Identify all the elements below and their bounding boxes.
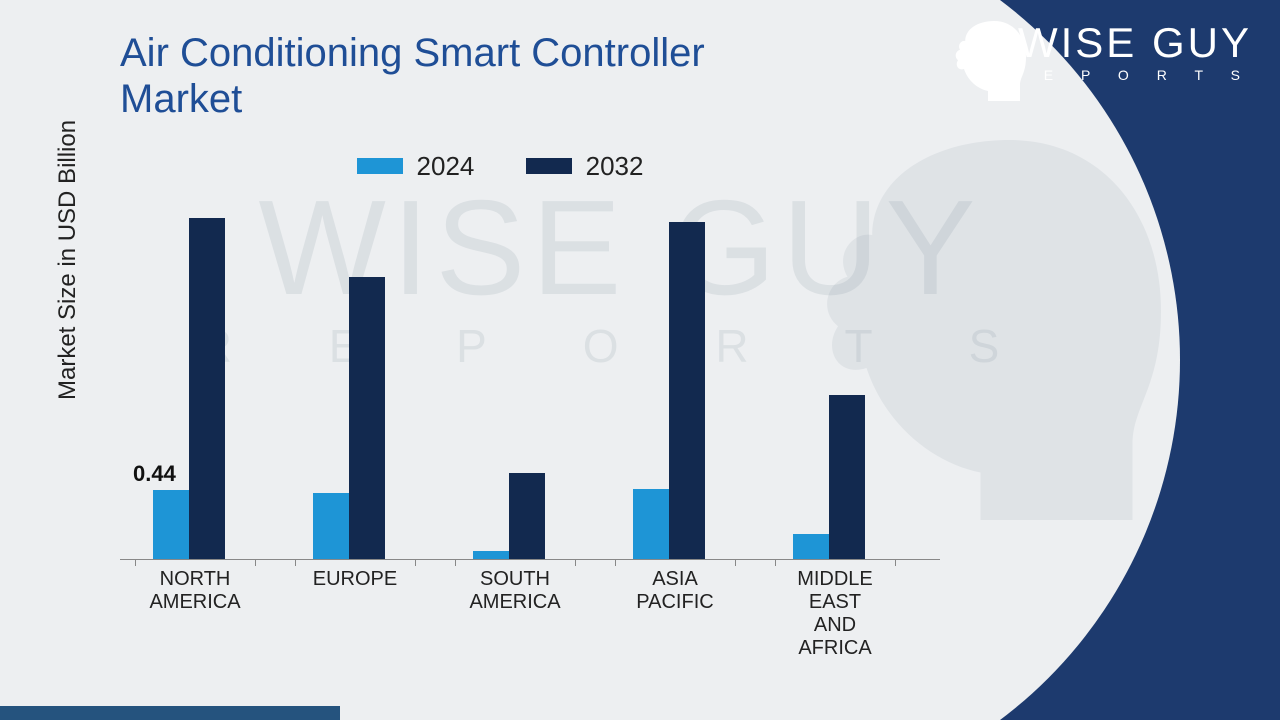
category-label: SOUTHAMERICA (435, 568, 595, 614)
chart-title: Air Conditioning Smart Controller Market (120, 30, 820, 122)
x-tick (135, 560, 136, 566)
x-tick (615, 560, 616, 566)
bar (349, 277, 385, 559)
bar (509, 473, 545, 559)
value-label: 0.44 (133, 461, 176, 487)
bar (633, 489, 669, 559)
category-label: MIDDLEEASTANDAFRICA (755, 568, 915, 660)
x-tick (455, 560, 456, 566)
legend-swatch-2032 (526, 158, 572, 174)
brand-name: WISE GUY (1006, 22, 1252, 64)
legend-label-2024: 2024 (417, 151, 475, 182)
legend-item-2032: 2032 (526, 151, 644, 182)
bar (793, 534, 829, 559)
category-label: NORTHAMERICA (115, 568, 275, 614)
x-tick (775, 560, 776, 566)
brand-subtitle: R E P O R T S (1006, 68, 1252, 82)
bottom-accent-strip (0, 706, 340, 720)
bar (313, 493, 349, 559)
x-axis-line (120, 559, 940, 560)
category-label: ASIAPACIFIC (595, 568, 755, 614)
plot-area: NORTHAMERICAEUROPESOUTHAMERICAASIAPACIFI… (120, 200, 940, 560)
legend-label-2032: 2032 (586, 151, 644, 182)
bar (473, 551, 509, 559)
x-tick (735, 560, 736, 566)
bar (829, 395, 865, 559)
category-label: EUROPE (275, 568, 435, 591)
bar (189, 218, 225, 559)
x-tick (575, 560, 576, 566)
legend-swatch-2024 (357, 158, 403, 174)
x-tick (415, 560, 416, 566)
bar (669, 222, 705, 559)
x-tick (895, 560, 896, 566)
bar-chart: Market Size in USD Billion 2024 2032 NOR… (60, 150, 940, 670)
brand-logo: WISE GUY R E P O R T S (1006, 22, 1252, 82)
legend-item-2024: 2024 (357, 151, 475, 182)
bar (153, 490, 189, 559)
legend: 2024 2032 (60, 150, 940, 182)
x-tick (255, 560, 256, 566)
x-tick (295, 560, 296, 566)
